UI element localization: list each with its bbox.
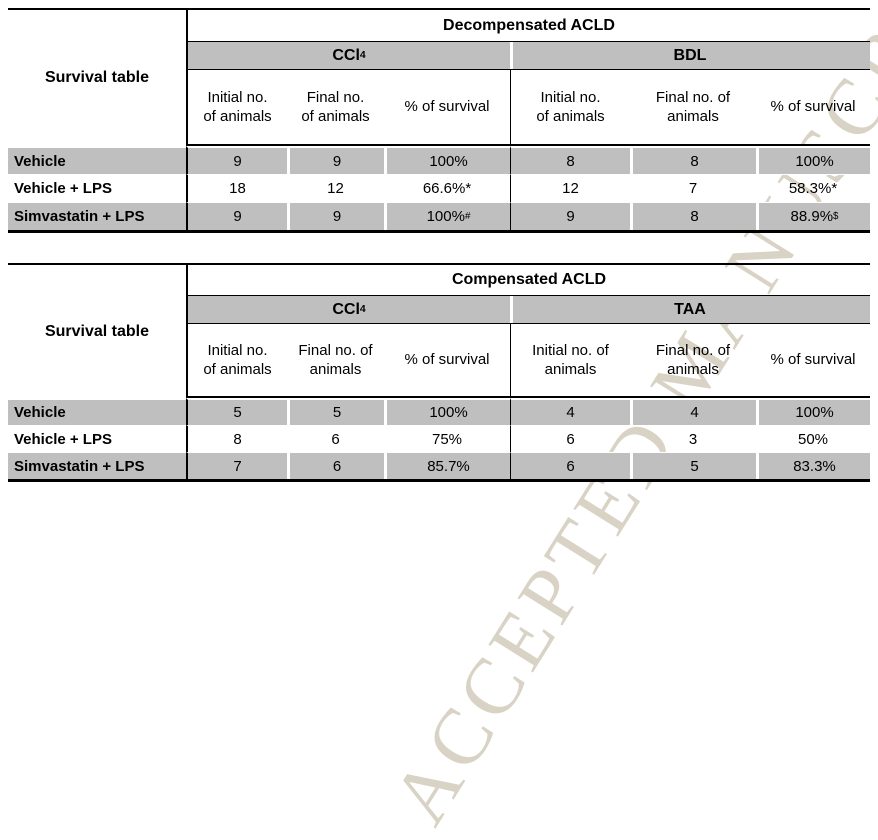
column-header: Final no. of animals (287, 70, 384, 146)
column-header: Final no. of animals (630, 70, 756, 146)
data-cell: 7 (630, 174, 756, 202)
data-cell: 6 (510, 452, 630, 479)
data-cell: 4 (510, 398, 630, 425)
data-cell: 88.9% $ (756, 202, 870, 230)
corner-label: Survival table (44, 322, 150, 340)
column-header: Initial no. of animals (510, 70, 630, 146)
group-label-subscript: 4 (359, 50, 366, 61)
data-cell: 12 (287, 174, 384, 202)
group-header-ccl4: CCl 4 (186, 295, 510, 324)
data-cell: 5 (630, 452, 756, 479)
row-label: Simvastatin + LPS (8, 202, 186, 230)
data-cell: 9 (287, 146, 384, 174)
column-header: % of survival (756, 70, 870, 146)
data-cell: 5 (287, 398, 384, 425)
column-header: % of survival (384, 70, 510, 146)
data-cell: 3 (630, 425, 756, 452)
column-header: Initial no. of animals (186, 324, 287, 398)
column-header: % of survival (384, 324, 510, 398)
data-cell: 100% (384, 398, 510, 425)
compensated-acld-table: Survival table Compensated ACLD CCl 4 TAA… (8, 263, 870, 482)
data-cell: 9 (186, 146, 287, 174)
column-header: Final no. of animals (630, 324, 756, 398)
data-cell: 85.7% (384, 452, 510, 479)
group-header-bdl: BDL (510, 41, 870, 70)
decompensated-acld-table: Survival table Decompensated ACLD CCl 4 B… (8, 8, 870, 233)
data-cell: 6 (510, 425, 630, 452)
data-cell: 5 (186, 398, 287, 425)
row-label: Simvastatin + LPS (8, 452, 186, 479)
data-cell: 9 (186, 202, 287, 230)
data-cell: 83.3% (756, 452, 870, 479)
group-header-ccl4: CCl 4 (186, 41, 510, 70)
data-cell: 50% (756, 425, 870, 452)
column-header: Initial no. of animals (186, 70, 287, 146)
data-cell: 6 (287, 452, 384, 479)
group-header-taa: TAA (510, 295, 870, 324)
group-label: CCl (332, 300, 360, 318)
column-header: Final no. of animals (287, 324, 384, 398)
group-label: TAA (674, 300, 706, 318)
data-cell: 100% (756, 398, 870, 425)
data-cell: 6 (287, 425, 384, 452)
row-label: Vehicle (8, 398, 186, 425)
data-cell: 66.6%* (384, 174, 510, 202)
data-cell: 75% (384, 425, 510, 452)
column-header: Initial no. of animals (510, 324, 630, 398)
data-cell: 8 (510, 146, 630, 174)
data-cell: 12 (510, 174, 630, 202)
data-cell: 8 (186, 425, 287, 452)
group-label: BDL (673, 46, 707, 64)
data-cell: 4 (630, 398, 756, 425)
corner-label: Survival table (44, 69, 150, 86)
data-cell: 8 (630, 202, 756, 230)
row-label: Vehicle (8, 146, 186, 174)
data-cell: 100% (756, 146, 870, 174)
data-cell: 8 (630, 146, 756, 174)
data-cell: 100% (384, 146, 510, 174)
row-label: Vehicle + LPS (8, 425, 186, 452)
table-title-decompensated: Decompensated ACLD (186, 10, 870, 41)
data-cell: 9 (510, 202, 630, 230)
data-cell: 58.3%* (756, 174, 870, 202)
table-title-compensated: Compensated ACLD (186, 265, 870, 295)
column-header: % of survival (756, 324, 870, 398)
data-cell: 100% # (384, 202, 510, 230)
data-cell: 9 (287, 202, 384, 230)
data-cell: 18 (186, 174, 287, 202)
group-label-subscript: 4 (359, 304, 366, 315)
row-label: Vehicle + LPS (8, 174, 186, 202)
data-cell: 7 (186, 452, 287, 479)
group-label: CCl (332, 46, 360, 64)
